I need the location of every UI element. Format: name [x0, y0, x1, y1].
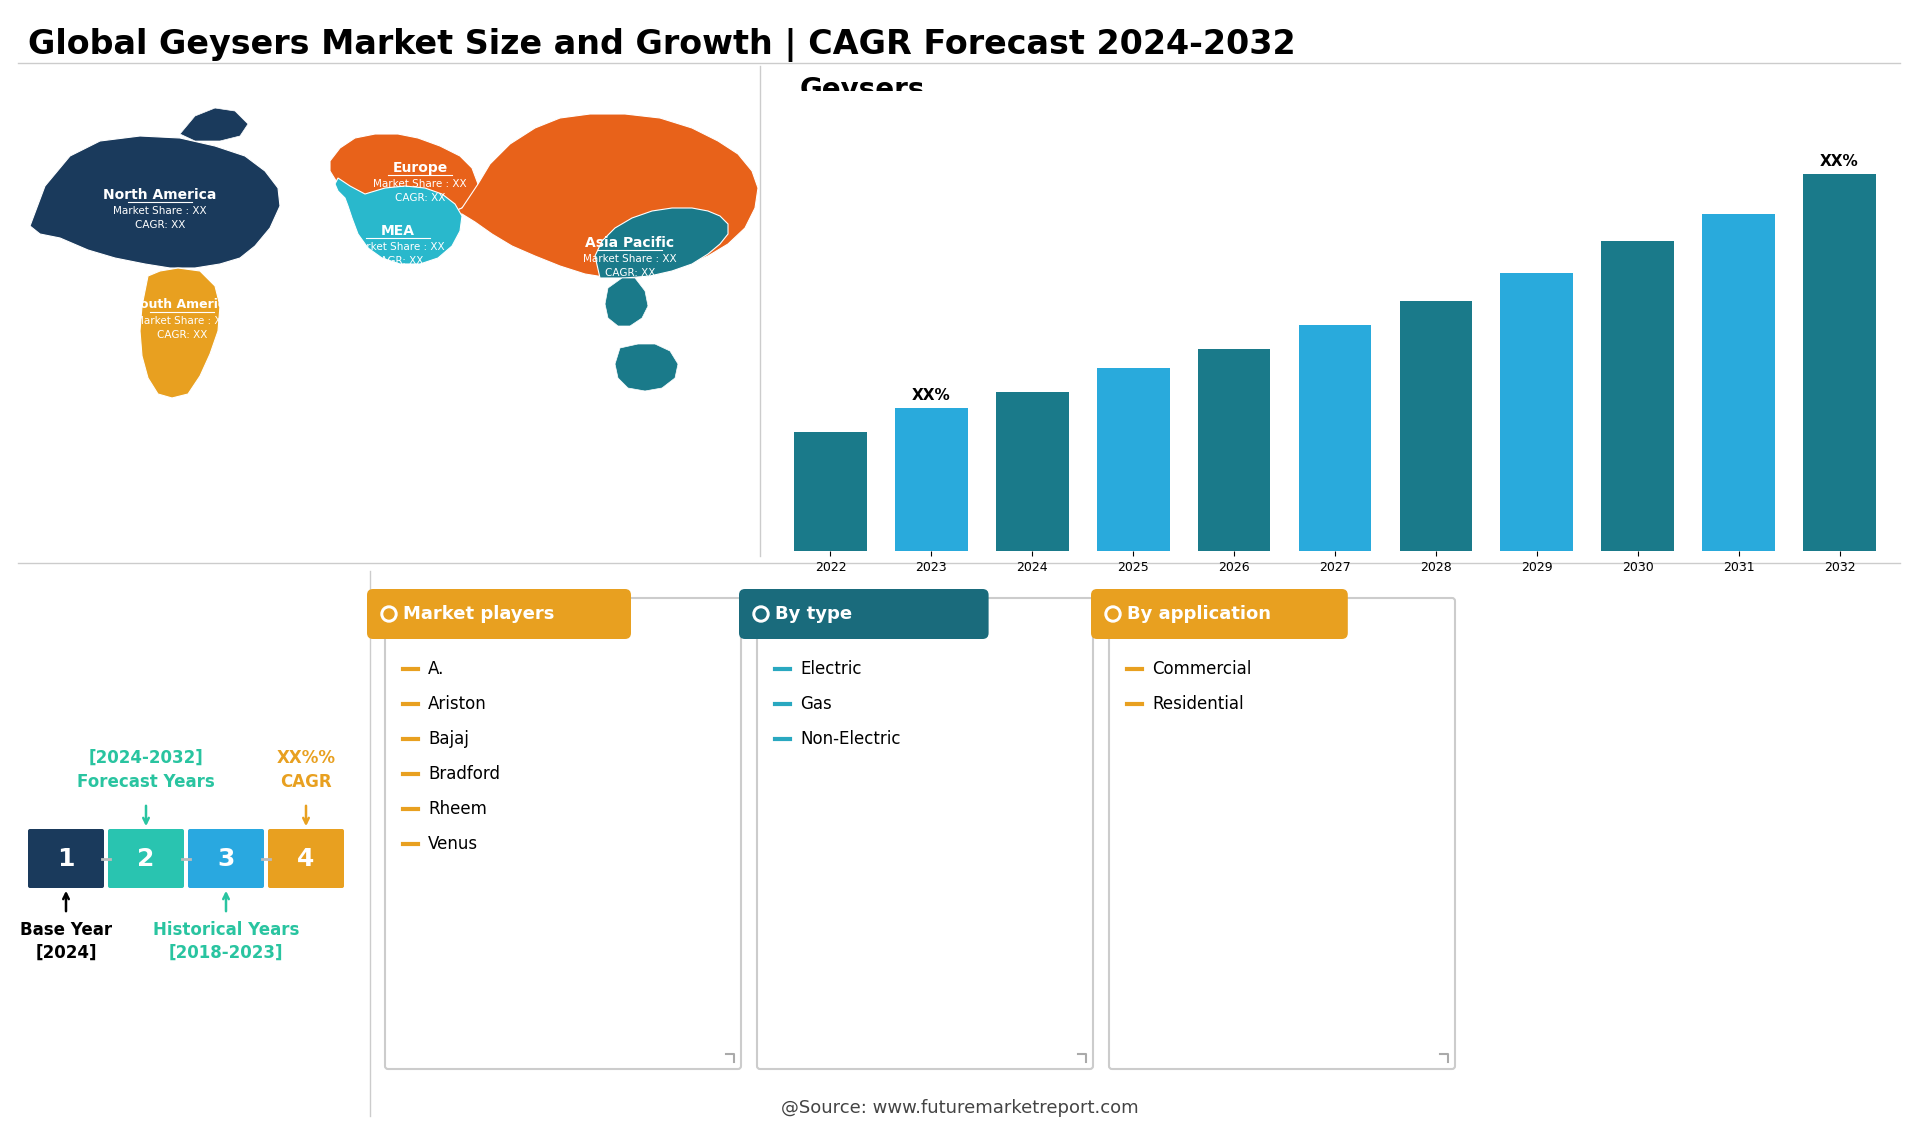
Text: Market Share : XX: Market Share : XX — [113, 206, 207, 215]
Text: Forecast Years: Forecast Years — [77, 774, 215, 791]
Text: Europe: Europe — [392, 160, 447, 175]
Text: CAGR: XX: CAGR: XX — [134, 220, 184, 230]
Text: CAGR: XX: CAGR: XX — [605, 268, 655, 278]
Text: XX%: XX% — [1820, 155, 1859, 170]
FancyBboxPatch shape — [1110, 598, 1455, 1069]
Text: Historical Years: Historical Years — [154, 921, 300, 939]
Text: Bradford: Bradford — [428, 766, 499, 783]
FancyBboxPatch shape — [386, 598, 741, 1069]
Text: 4: 4 — [298, 847, 315, 871]
Text: Global Geysers Market Size and Growth | CAGR Forecast 2024-2032: Global Geysers Market Size and Growth | … — [29, 28, 1296, 62]
Bar — [1703, 213, 1774, 551]
Text: Market players: Market players — [403, 605, 555, 623]
Text: XX%: XX% — [912, 388, 950, 403]
Text: @Source: www.futuremarketreport.com: @Source: www.futuremarketreport.com — [781, 1099, 1139, 1117]
FancyBboxPatch shape — [1091, 589, 1348, 639]
Text: By type: By type — [776, 605, 852, 623]
Bar — [795, 432, 866, 551]
Bar — [1501, 273, 1572, 551]
Polygon shape — [614, 344, 678, 391]
Polygon shape — [140, 268, 221, 398]
Circle shape — [380, 606, 397, 622]
Text: CAGR: XX: CAGR: XX — [396, 193, 445, 203]
Polygon shape — [330, 134, 478, 218]
Bar — [1198, 348, 1271, 551]
Text: 2: 2 — [138, 847, 156, 871]
Bar — [1298, 324, 1371, 551]
Text: North America: North America — [104, 188, 217, 202]
Text: Non-Electric: Non-Electric — [801, 730, 900, 748]
Bar — [1096, 368, 1169, 551]
Circle shape — [1106, 606, 1121, 622]
Bar — [1601, 242, 1674, 551]
Text: [2024-2032]: [2024-2032] — [88, 749, 204, 767]
Circle shape — [384, 609, 394, 619]
Circle shape — [753, 606, 770, 622]
Polygon shape — [334, 178, 463, 264]
Bar — [1400, 301, 1473, 551]
Text: 1: 1 — [58, 847, 75, 871]
Text: Market Share : XX: Market Share : XX — [134, 316, 228, 325]
Text: A.: A. — [428, 660, 444, 678]
Polygon shape — [595, 209, 728, 278]
Text: [2024]: [2024] — [35, 944, 96, 961]
FancyBboxPatch shape — [739, 589, 989, 639]
Text: Electric: Electric — [801, 660, 862, 678]
Text: Commercial: Commercial — [1152, 660, 1252, 678]
Polygon shape — [447, 113, 758, 278]
Bar — [996, 392, 1069, 551]
Circle shape — [756, 609, 766, 619]
Polygon shape — [180, 108, 248, 141]
Text: Gas: Gas — [801, 694, 831, 713]
Polygon shape — [605, 278, 649, 325]
Text: 3: 3 — [217, 847, 234, 871]
Text: Bajaj: Bajaj — [428, 730, 468, 748]
FancyBboxPatch shape — [269, 829, 344, 888]
Text: MEA: MEA — [380, 223, 415, 238]
Text: XX%%: XX%% — [276, 749, 336, 767]
Text: Market Share : XX: Market Share : XX — [351, 242, 445, 252]
FancyBboxPatch shape — [367, 589, 632, 639]
Circle shape — [1108, 609, 1117, 619]
Text: By application: By application — [1127, 605, 1271, 623]
Text: Rheem: Rheem — [428, 800, 488, 818]
Text: [2018-2023]: [2018-2023] — [169, 944, 284, 961]
Text: Market Share : XX: Market Share : XX — [584, 254, 678, 264]
Text: Venus: Venus — [428, 835, 478, 853]
Bar — [895, 408, 968, 551]
Text: Market Size Growth In: Market Size Growth In — [801, 105, 1148, 134]
FancyBboxPatch shape — [108, 829, 184, 888]
Text: South America: South America — [131, 298, 234, 311]
Text: Asia Pacific: Asia Pacific — [586, 236, 674, 250]
FancyBboxPatch shape — [188, 829, 265, 888]
Text: Geysers: Geysers — [801, 76, 925, 104]
Text: Residential: Residential — [1152, 694, 1244, 713]
Polygon shape — [31, 136, 280, 268]
Text: CAGR: XX: CAGR: XX — [157, 330, 207, 340]
Text: Bln or Mln: Bln or Mln — [801, 136, 960, 164]
Text: Base Year: Base Year — [19, 921, 111, 939]
Text: CAGR: CAGR — [280, 774, 332, 791]
FancyBboxPatch shape — [756, 598, 1092, 1069]
Text: CAGR: XX: CAGR: XX — [372, 256, 422, 266]
Bar — [1803, 174, 1876, 551]
Text: Market Share : XX: Market Share : XX — [372, 179, 467, 189]
Text: Ariston: Ariston — [428, 694, 488, 713]
FancyBboxPatch shape — [29, 829, 104, 888]
